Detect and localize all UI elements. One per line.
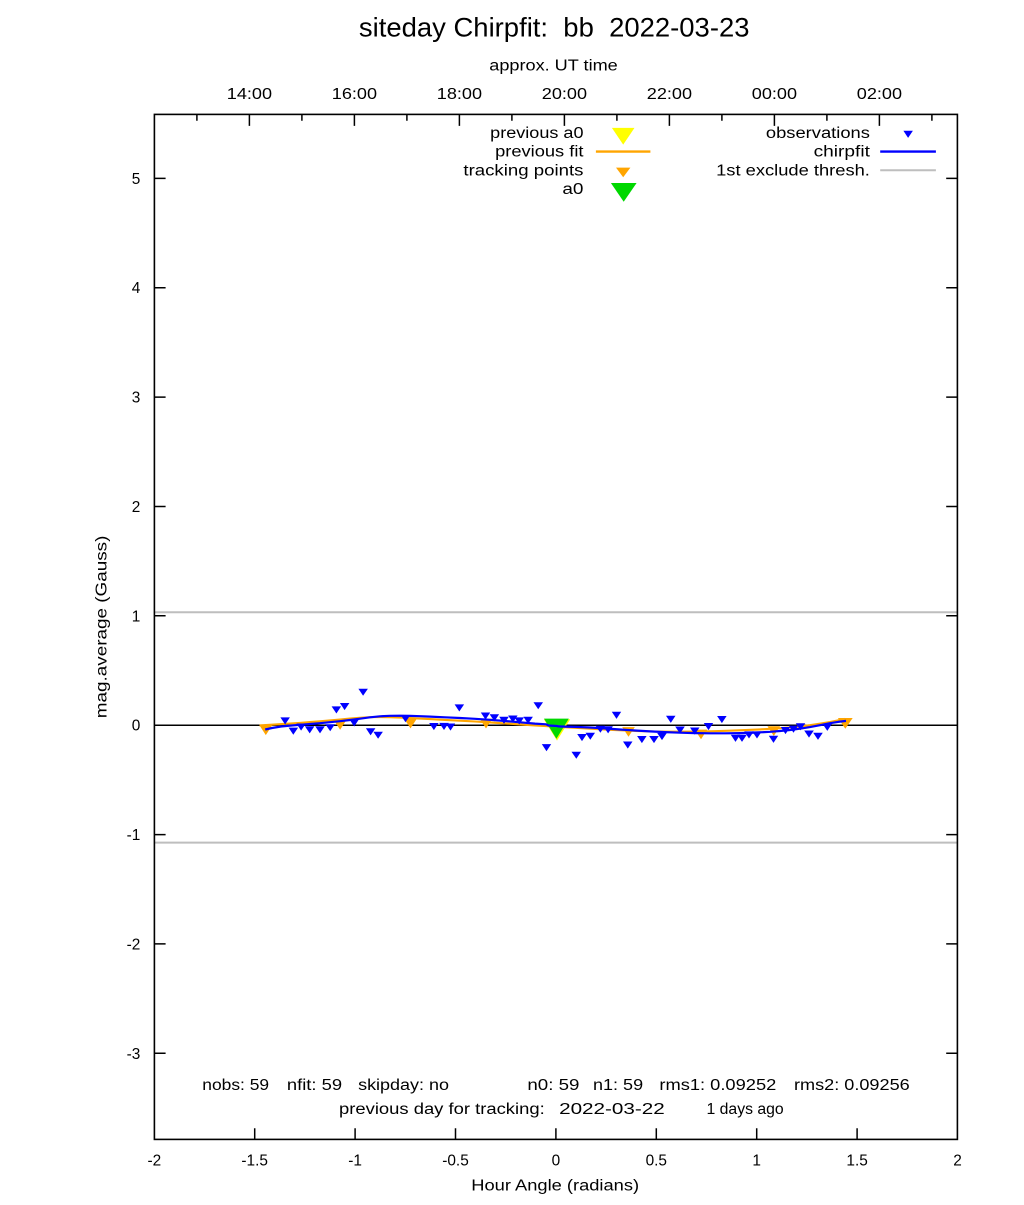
svg-text:n1: 59: n1: 59 (593, 1077, 643, 1094)
svg-text:14:00: 14:00 (227, 86, 272, 103)
svg-text:3: 3 (132, 390, 141, 407)
svg-text:n0: 59: n0: 59 (527, 1077, 579, 1094)
svg-text:mag.average (Gauss): mag.average (Gauss) (94, 536, 111, 719)
svg-text:rms2: 0.09256: rms2: 0.09256 (794, 1077, 910, 1094)
svg-text:2: 2 (953, 1153, 962, 1170)
svg-text:02:00: 02:00 (857, 86, 902, 103)
svg-text:1: 1 (132, 608, 141, 625)
svg-text:1st exclude thresh.: 1st exclude thresh. (716, 162, 870, 179)
svg-text:a0: a0 (562, 181, 583, 198)
svg-text:00:00: 00:00 (752, 86, 797, 103)
svg-text:1: 1 (752, 1153, 761, 1170)
svg-text:-2: -2 (147, 1153, 161, 1170)
svg-text:2: 2 (132, 499, 141, 516)
svg-text:-1.5: -1.5 (241, 1153, 268, 1170)
svg-text:observations: observations (766, 125, 870, 142)
svg-text:Hour Angle (radians): Hour Angle (radians) (471, 1178, 639, 1195)
svg-text:4: 4 (132, 280, 141, 297)
svg-text:nfit: 59: nfit: 59 (287, 1077, 342, 1094)
svg-text:1.5: 1.5 (846, 1153, 867, 1170)
svg-text:1 days ago: 1 days ago (707, 1101, 784, 1118)
svg-text:0: 0 (552, 1153, 561, 1170)
svg-text:5: 5 (132, 171, 141, 188)
svg-text:previous a0: previous a0 (490, 125, 583, 142)
svg-text:18:00: 18:00 (437, 86, 482, 103)
svg-text:tracking points: tracking points (463, 162, 583, 179)
svg-text:skipday: no: skipday: no (358, 1077, 449, 1094)
svg-text:previous day for tracking:: previous day for tracking: (339, 1101, 545, 1118)
svg-text:-2: -2 (127, 936, 141, 953)
svg-text:-0.5: -0.5 (442, 1153, 469, 1170)
svg-text:20:00: 20:00 (542, 86, 587, 103)
svg-text:nobs: 59: nobs: 59 (202, 1077, 269, 1094)
svg-text:16:00: 16:00 (332, 86, 377, 103)
svg-text:0: 0 (132, 718, 141, 735)
svg-text:-1: -1 (348, 1153, 362, 1170)
svg-text:previous fit: previous fit (495, 144, 584, 161)
svg-text:-3: -3 (127, 1046, 141, 1063)
svg-text:rms1: 0.09252: rms1: 0.09252 (659, 1077, 776, 1094)
svg-text:siteday Chirpfit: bb 2022-03: siteday Chirpfit: bb 2022-03-23 (359, 13, 750, 43)
svg-text:2022-03-22: 2022-03-22 (559, 1101, 665, 1118)
svg-text:chirpfit: chirpfit (814, 144, 871, 161)
svg-text:-1: -1 (127, 827, 141, 844)
svg-text:22:00: 22:00 (647, 86, 692, 103)
svg-text:0.5: 0.5 (646, 1153, 667, 1170)
svg-text:approx. UT time: approx. UT time (489, 57, 618, 74)
